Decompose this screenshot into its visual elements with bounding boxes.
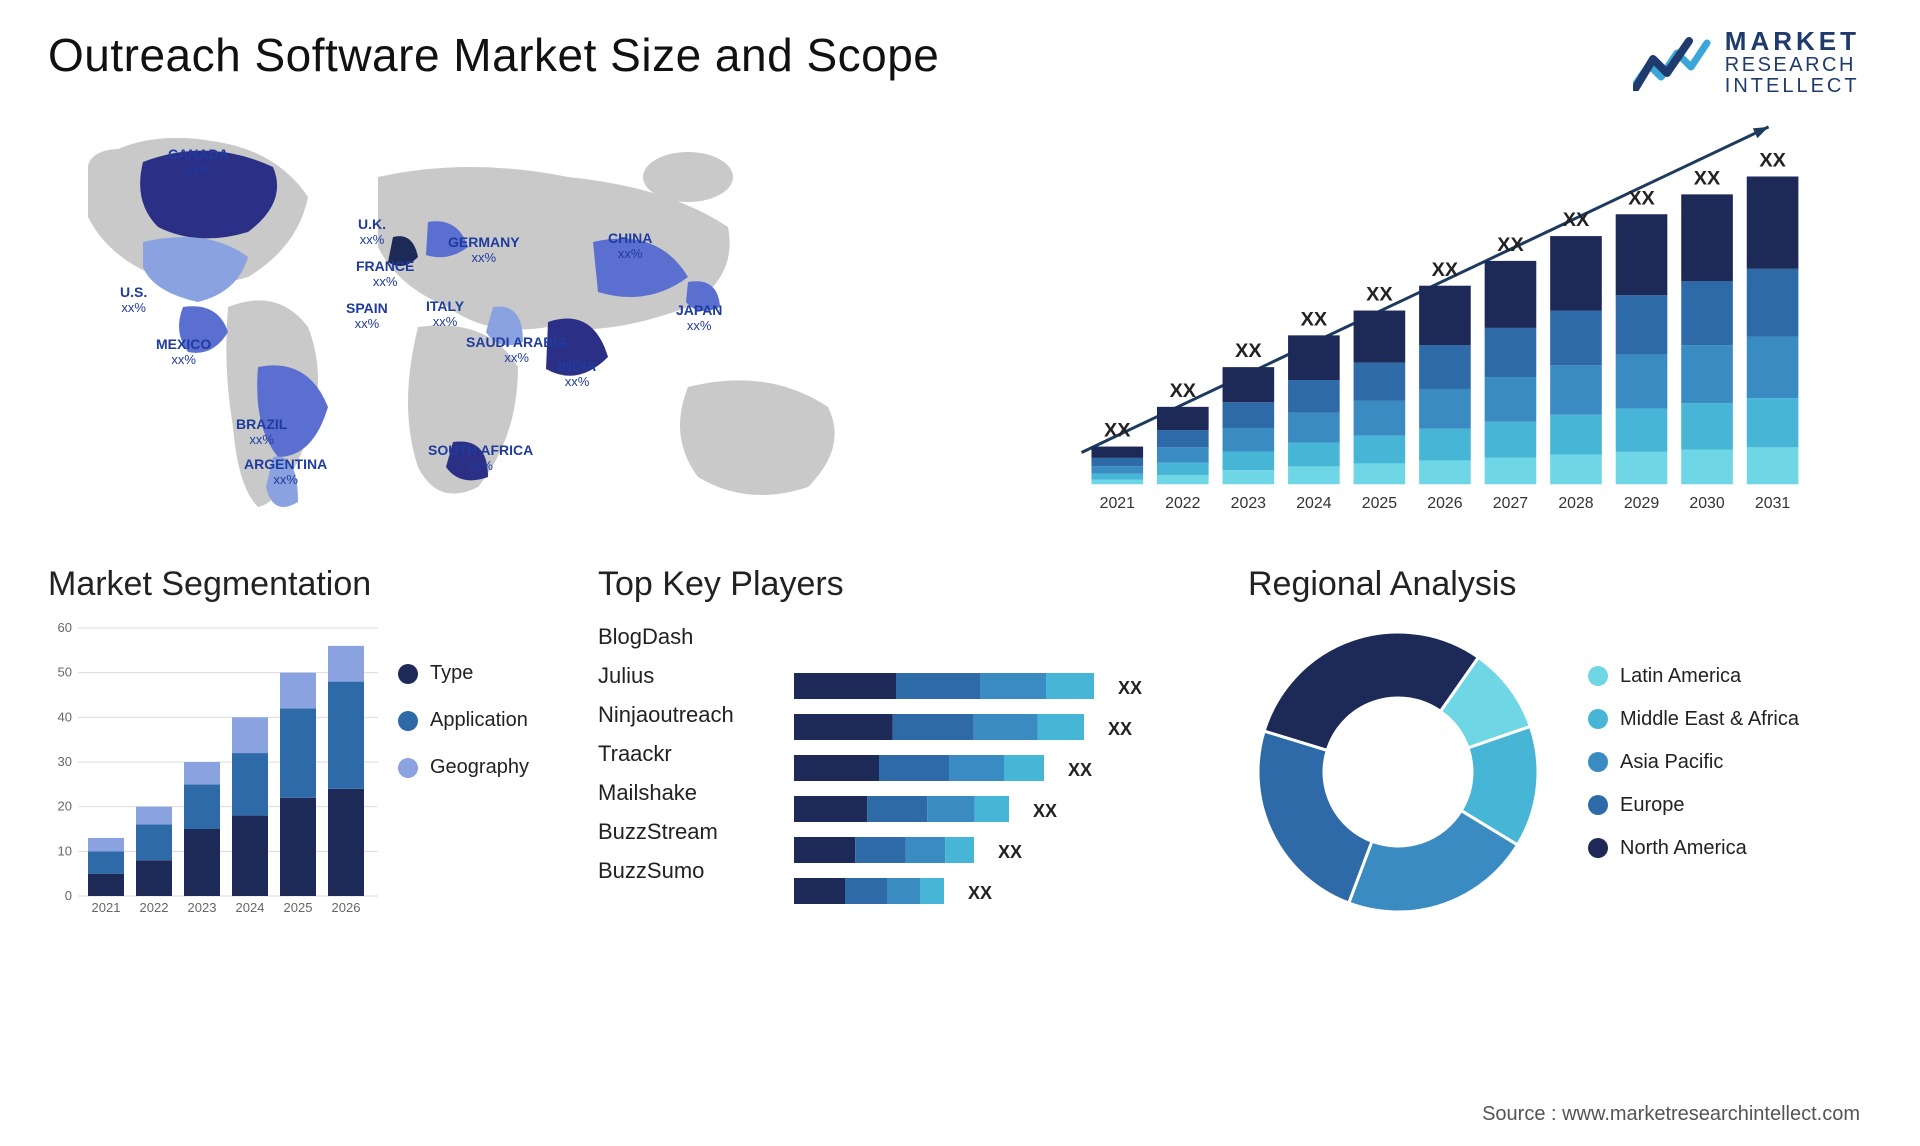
svg-text:2022: 2022 [140,900,169,915]
segmentation-title: Market Segmentation [48,565,568,604]
logo-line-1: MARKET [1725,28,1860,55]
svg-text:40: 40 [58,710,72,725]
brand-logo: MARKET RESEARCH INTELLECT [1633,28,1860,97]
key-players-labels: BlogDash Julius Ninjaoutreach Traackr Mailsh… [598,622,768,884]
svg-text:2023: 2023 [1231,495,1266,512]
source-attribution: Source : www.marketresearchintellect.com [1482,1103,1860,1126]
key-player-name: BlogDash [598,624,768,650]
map-country-label: FRANCExx% [356,259,414,289]
map-country-label: GERMANYxx% [448,235,520,265]
logo-line-3: INTELLECT [1725,76,1860,97]
svg-text:XX: XX [1104,420,1131,442]
header: Outreach Software Market Size and Scope … [0,0,1920,97]
svg-text:XX: XX [1033,801,1057,821]
svg-text:2024: 2024 [236,900,265,915]
svg-text:30: 30 [58,754,72,769]
map-country-label: SPAINxx% [346,301,388,331]
map-country-label: JAPANxx% [676,303,722,333]
svg-text:XX: XX [1068,760,1092,780]
legend-item: Type [398,662,529,685]
map-country-label: BRAZILxx% [236,417,287,447]
svg-text:XX: XX [1366,284,1393,306]
page-title: Outreach Software Market Size and Scope [48,28,939,82]
logo-text: MARKET RESEARCH INTELLECT [1725,28,1860,97]
svg-text:2029: 2029 [1624,495,1659,512]
growth-bar-chart: XX 2021 XX 2022 XX 2023 XX 2024 XX 2025 XX 2026 XX 20… [1018,107,1852,524]
world-map-panel: CANADAxx% U.S.xx% MEXICOxx% BRAZILxx% ARGENT… [48,107,958,537]
svg-text:2030: 2030 [1689,495,1724,512]
svg-text:2025: 2025 [1362,495,1397,512]
legend-item: Asia Pacific [1588,751,1799,774]
svg-text:10: 10 [58,844,72,859]
svg-text:0: 0 [65,888,72,903]
map-country-label: U.S.xx% [120,285,147,315]
map-country-label: CANADAxx% [168,147,229,177]
svg-text:XX: XX [1628,188,1655,210]
svg-text:XX: XX [998,842,1022,862]
svg-text:XX: XX [1563,209,1590,231]
svg-text:2024: 2024 [1296,495,1331,512]
map-country-label: ITALYxx% [426,299,464,329]
svg-text:XX: XX [1497,234,1524,256]
segmentation-legend: Type Application Geography [398,622,529,803]
svg-text:XX: XX [1170,380,1197,402]
growth-chart-panel: XX 2021 XX 2022 XX 2023 XX 2024 XX 2025 XX 2026 XX 20… [998,107,1872,537]
svg-text:XX: XX [1432,259,1459,281]
regional-title: Regional Analysis [1248,565,1872,604]
legend-item: Application [398,709,529,732]
segmentation-chart: 0 10 20 30 40 50 60 2021 2022 2023 2024 2025 2026 [48,622,378,922]
map-country-label: U.K.xx% [358,217,386,247]
logo-mark-icon [1633,35,1711,91]
legend-item: Europe [1588,794,1799,817]
svg-text:20: 20 [58,799,72,814]
svg-text:2021: 2021 [1100,495,1135,512]
svg-text:XX: XX [1118,678,1142,698]
map-country-label: MEXICOxx% [156,337,211,367]
svg-text:2025: 2025 [284,900,313,915]
svg-text:2027: 2027 [1493,495,1528,512]
key-player-name: BuzzStream [598,819,768,845]
svg-text:2031: 2031 [1755,495,1790,512]
svg-text:XX: XX [968,883,992,903]
legend-item: Latin America [1588,665,1799,688]
svg-text:XX: XX [1108,719,1132,739]
regional-legend: Latin America Middle East & Africa Asia Pa… [1588,665,1799,880]
key-players-panel: Top Key Players BlogDash Julius Ninjaoutre… [598,565,1218,932]
map-country-label: ARGENTINAxx% [244,457,327,487]
regional-donut-chart [1248,622,1548,922]
segmentation-panel: Market Segmentation 0 10 20 30 40 50 60 2021 202… [48,565,568,922]
svg-text:XX: XX [1301,309,1328,331]
svg-text:XX: XX [1235,340,1262,362]
svg-text:2026: 2026 [332,900,361,915]
map-country-label: CHINAxx% [608,231,652,261]
key-player-name: BuzzSumo [598,858,768,884]
key-player-name: Ninjaoutreach [598,702,768,728]
map-country-label: INDIAxx% [558,359,596,389]
svg-text:XX: XX [1694,168,1721,190]
key-players-bars: XX XX XX XX XX XX [794,622,1218,932]
legend-item: North America [1588,837,1799,860]
svg-text:2028: 2028 [1558,495,1593,512]
regional-analysis-panel: Regional Analysis Latin America Middle Ea… [1248,565,1872,922]
logo-line-2: RESEARCH [1725,55,1860,76]
svg-text:2026: 2026 [1427,495,1462,512]
top-row: CANADAxx% U.S.xx% MEXICOxx% BRAZILxx% ARGENT… [0,97,1920,537]
legend-item: Geography [398,756,529,779]
key-players-title: Top Key Players [598,565,1218,604]
svg-text:50: 50 [58,665,72,680]
svg-text:XX: XX [1759,150,1786,172]
map-country-label: SOUTH AFRICAxx% [428,443,533,473]
svg-text:2023: 2023 [188,900,217,915]
map-country-label: SAUDI ARABIAxx% [466,335,567,365]
key-player-name: Julius [598,663,768,689]
svg-text:60: 60 [58,622,72,635]
key-player-name: Traackr [598,741,768,767]
bottom-row: Market Segmentation 0 10 20 30 40 50 60 2021 202… [0,537,1920,932]
legend-item: Middle East & Africa [1588,708,1799,731]
svg-text:2022: 2022 [1165,495,1200,512]
key-player-name: Mailshake [598,780,768,806]
svg-text:2021: 2021 [92,900,121,915]
